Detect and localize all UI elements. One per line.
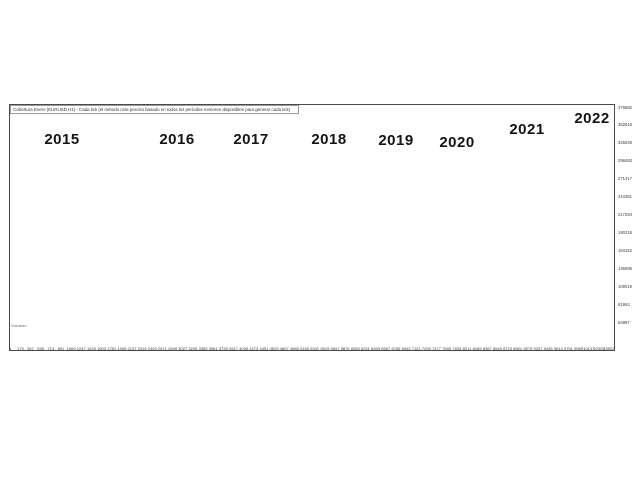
x-axis-tick-label: 3561 <box>208 346 218 351</box>
graph-title: Cobertura Enero (EURUSD,H1) - Cada tick … <box>13 106 291 112</box>
x-axis-tick-label: 1603 <box>97 346 106 351</box>
x-axis-tick-label: 8545 <box>492 346 502 351</box>
x-axis-tick-label: 4807 <box>279 346 289 351</box>
year-label-2015: 2015 <box>44 131 80 148</box>
x-axis-tick-label: 357 <box>27 346 34 351</box>
x-axis-tick-label: 2137 <box>127 346 137 351</box>
x-axis-tick-label: 8723 <box>503 346 512 351</box>
volume-pane-label: Volumen <box>11 323 27 328</box>
x-axis-tick-label: 8011 <box>462 346 472 351</box>
x-axis-tick-label: 10147 <box>583 346 595 351</box>
y-axis-tick-label: 217284 <box>618 212 632 218</box>
x-axis-tick-label: 2849 <box>168 346 178 351</box>
y-axis-tick-label: 352616 <box>618 122 632 128</box>
x-axis-tick-label: 9791 <box>563 346 573 351</box>
x-axis-tick-label: 8901 <box>513 346 523 351</box>
x-axis-tick-label: 179 <box>17 346 24 351</box>
x-axis-tick-label: 6053 <box>350 346 360 351</box>
x-axis-tick-label: 4629 <box>269 346 279 351</box>
x-axis-tick-label: 535 <box>37 346 44 351</box>
x-axis-tick-label: 5697 <box>330 346 340 351</box>
x-axis-tick-label: 10503 <box>603 346 615 351</box>
x-axis-tick-label: 1425 <box>86 346 96 351</box>
x-axis-tick-label: 3027 <box>178 346 188 351</box>
x-axis-tick-label: 8367 <box>482 346 492 351</box>
x-axis-tick-label: 4273 <box>249 346 259 351</box>
year-label-2016: 2016 <box>159 131 195 148</box>
x-axis-tick-label: 6587 <box>381 346 391 351</box>
x-axis-tick-label: 5519 <box>320 346 330 351</box>
y-axis-tick-label: 298483 <box>618 158 632 164</box>
year-label-2020: 2020 <box>439 134 475 151</box>
x-axis-tick-label: 6409 <box>371 346 381 351</box>
year-label-2021: 2021 <box>509 121 545 138</box>
x-axis-tick-label: 3917 <box>229 346 238 351</box>
x-axis-tick-label: 5875 <box>340 346 350 351</box>
x-axis-tick-label: 6765 <box>391 346 401 351</box>
x-axis-tick-label: 9257 <box>533 346 543 351</box>
x-axis-tick-label: 6943 <box>401 346 411 351</box>
y-axis-tick-label: 163152 <box>618 247 632 253</box>
x-axis-tick-label: 1069 <box>66 346 76 351</box>
x-axis-tick-label: 1 <box>9 346 12 351</box>
x-axis-tick-label: 4095 <box>239 346 249 351</box>
y-axis-tick-label: 81953 <box>618 301 630 307</box>
x-axis-tick-label: 1959 <box>117 346 127 351</box>
x-axis-tick-label: 1247 <box>76 346 86 351</box>
x-axis-tick-label: 4985 <box>289 346 299 351</box>
x-axis-tick-label: 5341 <box>310 346 320 351</box>
x-axis-tick-label: 7477 <box>432 346 441 351</box>
year-label-2017: 2017 <box>233 131 269 148</box>
x-axis-tick-label: 7121 <box>411 346 421 351</box>
x-axis-tick-label: 2671 <box>157 346 167 351</box>
y-axis-tick-label: 136086 <box>618 265 632 271</box>
x-axis-tick-label: 3383 <box>198 346 208 351</box>
y-axis-tick-label: 271417 <box>618 176 632 182</box>
x-axis-tick-label: 3739 <box>218 346 228 351</box>
y-axis-tick-label: 325549 <box>618 140 632 146</box>
y-axis-tick-label: 244351 <box>618 194 632 200</box>
y-axis-tick-label: 379682 <box>618 104 632 110</box>
x-axis-tick-label: 7833 <box>452 346 462 351</box>
x-axis-tick-label: 1781 <box>107 346 117 351</box>
x-axis-tick-label: 10325 <box>593 346 605 351</box>
y-axis-tick-label: 109019 <box>618 283 632 289</box>
x-axis-tick-label: 5163 <box>300 346 309 351</box>
x-axis-tick-label: 3205 <box>188 346 198 351</box>
x-axis-tick-label: 9969 <box>574 346 584 351</box>
x-axis-tick-label: 4451 <box>259 346 269 351</box>
graph-title-box: Cobertura Enero (EURUSD,H1) - Cada tick … <box>10 105 299 114</box>
y-axis-tick-label: 190218 <box>618 229 632 235</box>
year-label-2018: 2018 <box>311 131 347 148</box>
x-axis-tick-label: 713 <box>47 346 55 351</box>
x-axis-tick-label: 7299 <box>421 346 431 351</box>
x-axis-tick-label: 6231 <box>360 346 370 351</box>
x-axis-tick-label: 2493 <box>147 346 157 351</box>
year-label-2019: 2019 <box>378 132 414 149</box>
x-axis-tick-label: 7655 <box>442 346 452 351</box>
x-axis-tick-label: 2315 <box>137 346 147 351</box>
graph-border <box>9 104 615 351</box>
x-axis-tick-label: 8189 <box>472 346 482 351</box>
y-axis-tick-label: 54887 <box>618 319 630 325</box>
x-axis-tick-label: 9613 <box>553 346 563 351</box>
x-axis-tick-label: 9435 <box>543 346 553 351</box>
x-axis-tick-label: 9079 <box>523 346 533 351</box>
x-axis-tick-label: 891 <box>57 346 65 351</box>
year-label-2022: 2022 <box>574 110 610 127</box>
